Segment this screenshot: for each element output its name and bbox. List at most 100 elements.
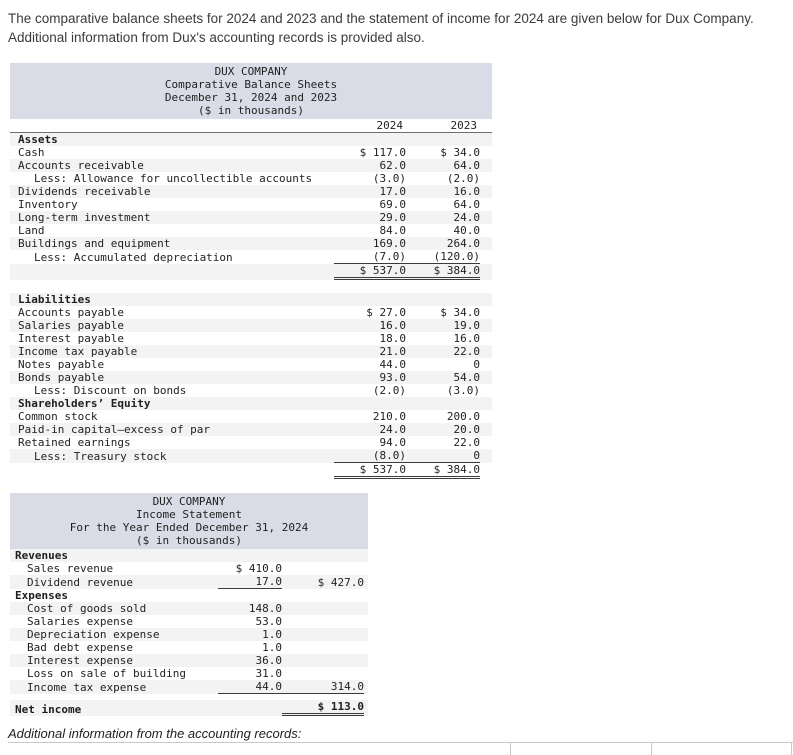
balance-sheet-header: DUX COMPANY Comparative Balance Sheets D… xyxy=(10,63,492,119)
units-note: ($ in thousands) xyxy=(136,534,242,547)
row-value-col1: (7.0) xyxy=(334,250,406,264)
table-row: Loss on sale of building 31.0 xyxy=(10,667,368,680)
row-label: Less: Allowance for uncollectible accoun… xyxy=(34,172,313,185)
row-value-col2: $ 384.0 xyxy=(406,264,480,280)
table-row: Shareholders’ Equity xyxy=(10,397,492,410)
row-label: Expenses xyxy=(15,589,68,602)
table-row: Long-term investment 29.0 24.0 xyxy=(10,211,492,224)
row-value-col1: $ 537.0 xyxy=(334,463,406,479)
row-value-col2: (3.0) xyxy=(446,384,480,397)
row-value-col2: 200.0 xyxy=(446,410,480,423)
intro-line-1: The comparative balance sheets for 2024 … xyxy=(8,11,754,26)
table-row: Accounts payable $ 27.0 $ 34.0 xyxy=(10,306,492,319)
row-label: Inventory xyxy=(18,198,78,211)
row-label: Less: Accumulated depreciation xyxy=(34,251,233,264)
table-row: Interest expense 36.0 xyxy=(10,654,368,667)
row-label: Less: Treasury stock xyxy=(34,450,167,463)
row-label: Dividends receivable xyxy=(18,185,151,198)
table-row: Dividend revenue 17.0 $ 427.0 xyxy=(10,575,368,589)
table-row: Less: Accumulated depreciation (7.0) (120.… xyxy=(10,250,492,264)
row-label: Assets xyxy=(18,133,58,146)
next-table-top-border xyxy=(8,742,793,743)
row-value-col2: 64.0 xyxy=(453,159,481,172)
row-value-col2: $ 34.0 xyxy=(440,146,480,159)
row-value-col1: 169.0 xyxy=(372,237,406,250)
row-label: Bad debt expense xyxy=(27,641,133,654)
row-label: Common stock xyxy=(18,410,98,423)
row-label: Accounts payable xyxy=(18,306,124,319)
row-value-col1: 44.0 xyxy=(379,358,407,371)
row-label: Cash xyxy=(18,146,45,159)
row-value-col2: $ 113.0 xyxy=(282,700,364,716)
table-row: Salaries expense 53.0 xyxy=(10,615,368,628)
row-value-col1: $ 27.0 xyxy=(366,306,406,319)
row-value-col1: $ 117.0 xyxy=(359,146,406,159)
table-row: Retained earnings 94.0 22.0 xyxy=(10,436,492,449)
row-value-col1: 148.0 xyxy=(248,602,282,615)
row-value-col2: 24.0 xyxy=(453,211,481,224)
statement-title: Income Statement xyxy=(136,508,242,521)
row-value-col2: 22.0 xyxy=(453,345,481,358)
table-row: Revenues xyxy=(10,549,368,562)
table-row: Cash $ 117.0 $ 34.0 xyxy=(10,146,492,159)
row-value-col1: (8.0) xyxy=(334,449,406,463)
table-row: Income tax payable 21.0 22.0 xyxy=(10,345,492,358)
table-row: Less: Allowance for uncollectible accoun… xyxy=(10,172,492,185)
table-row: Income tax expense 44.0 314.0 xyxy=(10,680,368,694)
row-value-col2: (120.0) xyxy=(406,250,480,264)
column-header-2023: 2023 xyxy=(450,119,478,132)
intro-text: The comparative balance sheets for 2024 … xyxy=(0,0,793,47)
units-note: ($ in thousands) xyxy=(198,104,304,117)
statement-period: For the Year Ended December 31, 2024 xyxy=(69,521,309,534)
row-value-col2: 64.0 xyxy=(453,198,481,211)
table-row: Liabilities xyxy=(10,293,492,306)
row-label: Income tax payable xyxy=(18,345,138,358)
row-value-col1: 62.0 xyxy=(379,159,407,172)
row-value-col1: 93.0 xyxy=(379,371,407,384)
table-row: $ 537.0 $ 384.0 xyxy=(10,264,492,280)
row-value-col1: 16.0 xyxy=(379,319,407,332)
balance-sheet-table: DUX COMPANY Comparative Balance Sheets D… xyxy=(10,63,492,481)
next-table-column-divider xyxy=(651,742,652,755)
row-label: Depreciation expense xyxy=(27,628,160,641)
row-value-col1: 69.0 xyxy=(379,198,407,211)
table-row: Assets xyxy=(10,133,492,146)
table-row: $ 537.0 $ 384.0 xyxy=(10,463,492,479)
row-label: Revenues xyxy=(15,549,68,562)
table-row: Salaries payable 16.0 19.0 xyxy=(10,319,492,332)
row-label: Retained earnings xyxy=(18,436,131,449)
row-value-col1: 17.0 xyxy=(218,575,282,589)
row-value-col1: 18.0 xyxy=(379,332,407,345)
row-value-col1: (3.0) xyxy=(372,172,406,185)
balance-sheet-rows: Assets Cash $ 117.0 $ 34.0 Accounts receivab… xyxy=(10,133,492,481)
row-label: Net income xyxy=(15,703,82,716)
table-row: Less: Treasury stock (8.0) 0 xyxy=(10,449,492,463)
table-row: Accounts receivable 62.0 64.0 xyxy=(10,159,492,172)
row-value-col2: (2.0) xyxy=(446,172,480,185)
row-value-col1: 84.0 xyxy=(379,224,407,237)
table-row: Net income $ 113.0 xyxy=(10,700,368,716)
table-row: Bad debt expense 1.0 xyxy=(10,641,368,654)
column-header-2024: 2024 xyxy=(376,119,404,132)
row-label: Less: Discount on bonds xyxy=(34,384,187,397)
row-label: Salaries expense xyxy=(27,615,133,628)
row-label: Loss on sale of building xyxy=(27,667,186,680)
company-name: DUX COMPANY xyxy=(152,495,226,508)
row-label: Long-term investment xyxy=(18,211,151,224)
row-value-col2: $ 384.0 xyxy=(406,463,480,479)
table-row: Inventory 69.0 64.0 xyxy=(10,198,492,211)
row-label: Interest expense xyxy=(27,654,133,667)
row-value-col1: 1.0 xyxy=(262,628,282,641)
spacer-row xyxy=(10,694,368,700)
row-value-col1: $ 410.0 xyxy=(235,562,282,575)
next-table-column-divider xyxy=(791,742,792,755)
row-value-col2: 0 xyxy=(473,358,480,371)
company-name: DUX COMPANY xyxy=(214,65,288,78)
column-headers: 2024 2023 xyxy=(10,119,492,133)
table-row: Less: Discount on bonds (2.0) (3.0) xyxy=(10,384,492,397)
income-statement-rows: Revenues Sales revenue $ 410.0 Dividend rev… xyxy=(10,549,368,718)
row-label: Shareholders’ Equity xyxy=(18,397,151,410)
table-row: Bonds payable 93.0 54.0 xyxy=(10,371,492,384)
row-value-col1: 24.0 xyxy=(379,423,407,436)
additional-info-note: Additional information from the accounti… xyxy=(8,726,302,741)
